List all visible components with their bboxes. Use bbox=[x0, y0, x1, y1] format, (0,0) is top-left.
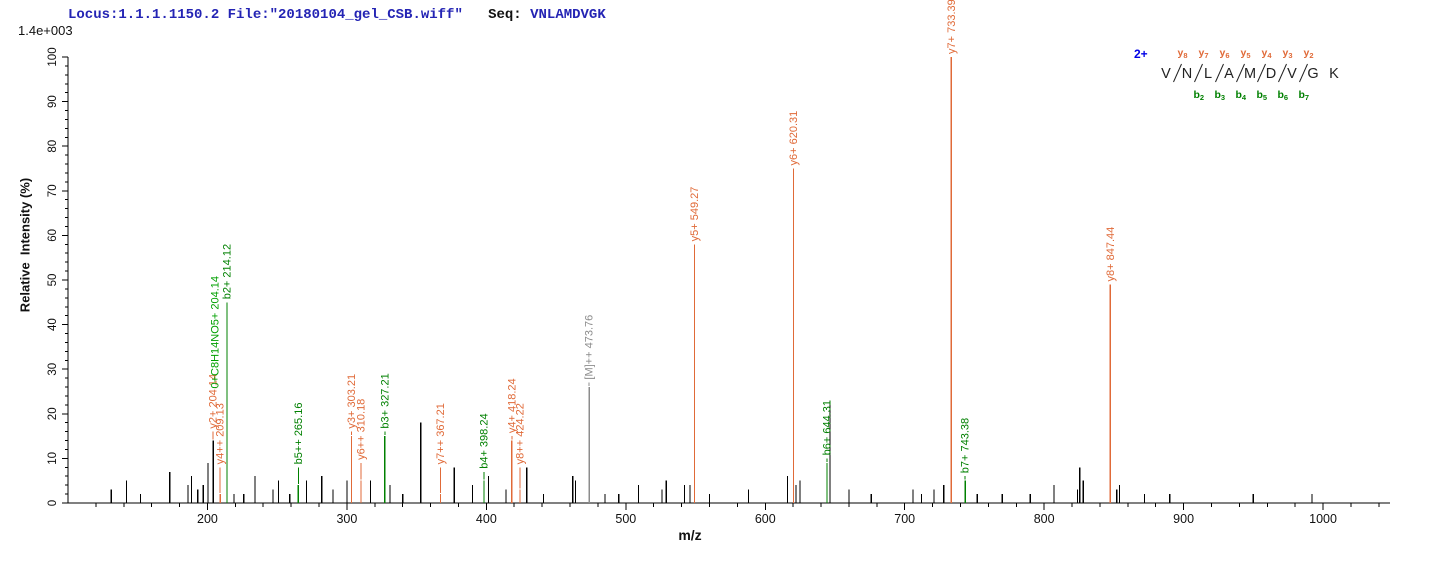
residue-letter: D bbox=[1266, 66, 1276, 82]
cleavage-slash bbox=[1194, 63, 1203, 83]
x-tick-label: 1000 bbox=[1309, 512, 1337, 526]
unassigned-peaks bbox=[110, 400, 1313, 503]
cleavage-slash bbox=[1278, 63, 1287, 83]
x-tick-label: 200 bbox=[197, 512, 218, 526]
peak-label: y6++ 310.18 bbox=[356, 399, 368, 460]
cleavage-slash bbox=[1299, 63, 1308, 83]
peak-label: y7+ 733.39 bbox=[946, 0, 958, 54]
b-ion-label: b7 bbox=[1299, 89, 1310, 102]
peak-label: [M]++ 473.76 bbox=[584, 315, 596, 380]
header-bar: Locus:1.1.1.1150.2 File:"20180104_gel_CS… bbox=[68, 7, 606, 23]
peak-label: y8+ 847.44 bbox=[1105, 227, 1117, 282]
x-tick-label: 400 bbox=[476, 512, 497, 526]
x-axis-title: m/z bbox=[678, 527, 702, 543]
residue-letter: L bbox=[1204, 66, 1212, 82]
x-tick-label: 800 bbox=[1034, 512, 1055, 526]
residue-letter: V bbox=[1161, 66, 1171, 82]
peak-label: y5+ 549.27 bbox=[689, 187, 701, 242]
b-ion-label: b6 bbox=[1278, 89, 1289, 102]
y-tick-label: 60 bbox=[47, 229, 59, 242]
y-tick-label: 100 bbox=[47, 47, 59, 66]
peak-label: b2+ 214.12 bbox=[222, 244, 234, 299]
b-ion-label: b4 bbox=[1236, 89, 1247, 102]
b-ion-label: b5 bbox=[1257, 89, 1268, 102]
header-seq-value: VNLAMDVGK bbox=[530, 7, 606, 23]
y-tick-label: 40 bbox=[47, 318, 59, 331]
peak-label: y8++ 424.22 bbox=[515, 403, 527, 464]
residue-letter: A bbox=[1224, 66, 1234, 82]
peak-label: y3+ 303.21 bbox=[346, 374, 358, 429]
b-ion-label: b3 bbox=[1215, 89, 1226, 102]
residue-letter: N bbox=[1182, 66, 1192, 82]
residue-letter: V bbox=[1287, 66, 1297, 82]
peak-label: y4++ 209.13 bbox=[215, 403, 227, 464]
cleavage-slash bbox=[1215, 63, 1224, 83]
base-peak-intensity: 1.4e+003 bbox=[18, 23, 73, 38]
y-tick-label: 30 bbox=[47, 363, 59, 376]
peak-label: y4+ 418.24 bbox=[506, 378, 518, 433]
b-ion-label: b2 bbox=[1194, 89, 1205, 102]
residue-letter: G bbox=[1307, 66, 1318, 82]
peak-label: b4+ 398.24 bbox=[478, 413, 490, 468]
y-tick-label: 90 bbox=[47, 95, 59, 108]
charge-state: 2+ bbox=[1134, 47, 1148, 61]
y-tick-label: 10 bbox=[47, 452, 59, 465]
y-tick-label: 50 bbox=[47, 274, 59, 287]
y-ion-label: y6 bbox=[1220, 47, 1230, 60]
header-seq-label: Seq: bbox=[488, 7, 522, 23]
x-tick-label: 500 bbox=[615, 512, 636, 526]
x-tick-label: 300 bbox=[336, 512, 357, 526]
peak-label: b7+ 743.38 bbox=[960, 418, 972, 473]
y-ion-label: y2 bbox=[1304, 47, 1314, 60]
x-tick-label: 700 bbox=[894, 512, 915, 526]
y-ion-label: y8 bbox=[1178, 47, 1188, 60]
cleavage-slash bbox=[1236, 63, 1245, 83]
y-tick-label: 70 bbox=[47, 184, 59, 197]
y-ion-label: y3 bbox=[1283, 47, 1293, 60]
annotated-peaks: y2+ 204.140+C8H14NO5+ 204.14 y4++ 209.13 b… bbox=[208, 0, 1117, 503]
y-tick-label: 20 bbox=[47, 407, 59, 420]
peak-label: b5++ 265.16 bbox=[293, 403, 305, 465]
x-tick-label: 900 bbox=[1173, 512, 1194, 526]
peak-label: b6+ 644.31 bbox=[822, 400, 834, 455]
cleavage-slash bbox=[1173, 63, 1182, 83]
y-ion-label: y5 bbox=[1241, 47, 1251, 60]
x-tick-label: 600 bbox=[755, 512, 776, 526]
y-ion-label: y4 bbox=[1262, 47, 1273, 60]
peak-label: y2+ 204.14 bbox=[208, 374, 220, 429]
peak-label: y6+ 620.31 bbox=[788, 111, 800, 166]
peak-label: b3+ 327.21 bbox=[379, 373, 391, 428]
residue-letter: K bbox=[1329, 66, 1339, 82]
residue-letter: M bbox=[1244, 66, 1256, 82]
cleavage-slash bbox=[1257, 63, 1266, 83]
y-ion-label: y7 bbox=[1199, 47, 1209, 60]
header-locus-file: Locus:1.1.1.1150.2 File:"20180104_gel_CS… bbox=[68, 7, 463, 23]
peak-label: 0+C8H14NO5+ 204.14 bbox=[209, 276, 221, 389]
peak-label: y7++ 367.21 bbox=[435, 403, 447, 464]
y-tick-label: 80 bbox=[47, 140, 59, 153]
axes bbox=[62, 56, 1390, 510]
y-tick-label: 0 bbox=[47, 500, 59, 506]
